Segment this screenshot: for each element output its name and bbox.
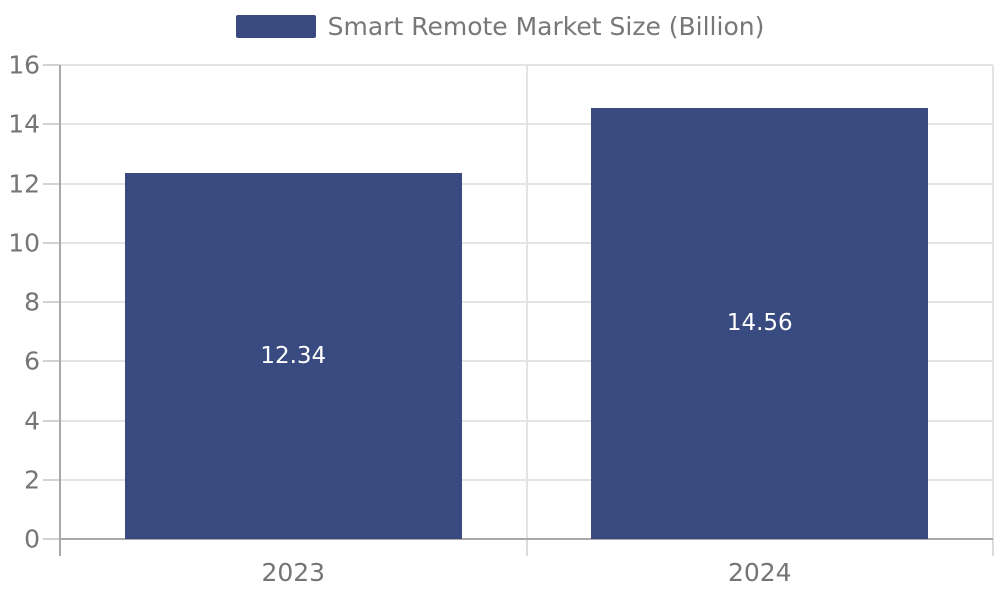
- bar-value-label: 12.34: [260, 342, 327, 369]
- x-tick-label: 2023: [261, 558, 326, 587]
- bar-2024[interactable]: 14.56: [591, 107, 929, 539]
- y-tick-label: 8: [24, 287, 40, 317]
- y-axis-tick: [43, 360, 60, 363]
- y-axis-tick: [43, 241, 60, 244]
- legend-label: Smart Remote Market Size (Billion): [327, 12, 765, 41]
- chart-legend[interactable]: Smart Remote Market Size (Billion): [0, 14, 1000, 39]
- y-tick-label: 10: [8, 228, 40, 258]
- x-axis-tick: [525, 539, 528, 556]
- legend-swatch: [235, 15, 316, 38]
- y-tick-label: 2: [24, 465, 40, 495]
- x-tick-label: 2024: [727, 558, 792, 587]
- y-axis-tick: [43, 538, 60, 540]
- y-axis-tick: [43, 419, 60, 422]
- y-axis-line: [59, 65, 61, 556]
- y-axis-tick: [43, 123, 60, 126]
- y-tick-label: 12: [8, 169, 40, 198]
- y-axis-tick: [43, 182, 60, 185]
- x-gridline: [525, 65, 528, 539]
- x-gridline: [992, 65, 994, 539]
- y-axis-tick: [43, 478, 60, 481]
- x-axis-line: [59, 538, 993, 540]
- y-tick-label: 0: [24, 524, 40, 554]
- y-tick-label: 14: [8, 109, 40, 139]
- bar-2023[interactable]: 12.34: [124, 173, 462, 539]
- bar-value-label: 14.56: [726, 309, 793, 336]
- y-axis-tick: [43, 301, 60, 303]
- x-axis-tick: [992, 539, 994, 556]
- y-axis-tick: [43, 64, 60, 66]
- y-tick-label: 16: [8, 50, 40, 80]
- y-tick-label: 6: [24, 346, 40, 376]
- y-tick-label: 4: [24, 406, 40, 435]
